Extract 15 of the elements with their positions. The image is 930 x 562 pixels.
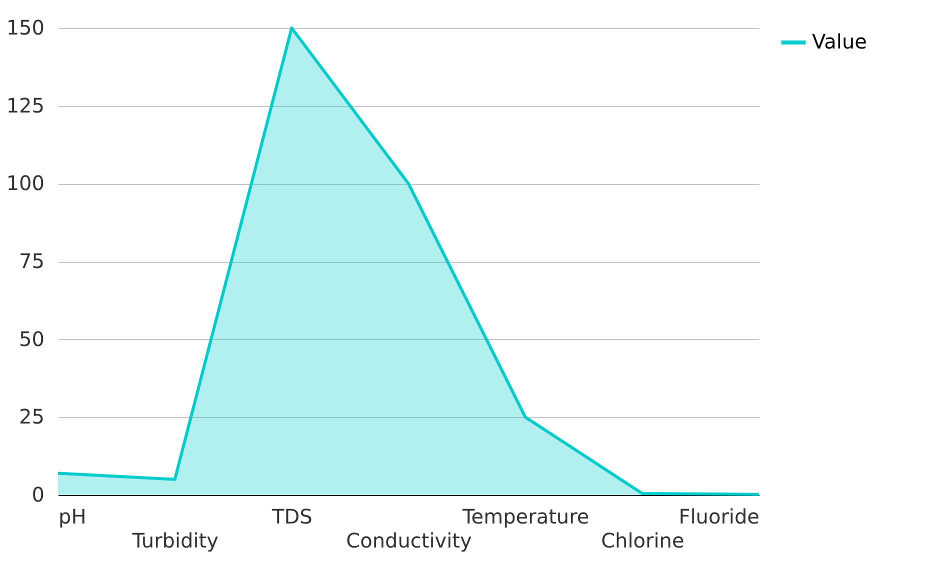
y-tick-label: 50 [19,326,44,351]
x-tick-label: Chlorine [601,528,684,552]
y-tick-label: 100 [6,171,44,196]
y-tick-label: 125 [6,93,44,118]
y-tick-label: 150 [6,16,44,40]
x-tick-label: pH [58,504,86,528]
x-tick-label: Turbidity [131,528,219,552]
y-tick-label: 0 [32,482,44,506]
x-tick-label: Fluoride [678,504,760,528]
x-tick-label: TDS [271,504,312,528]
y-tick-label: 25 [19,404,44,429]
y-tick-label: 75 [19,249,44,273]
legend-label: Value [812,30,867,54]
x-tick-label: Conductivity [346,528,472,552]
x-tick-label: Temperature [461,504,590,528]
